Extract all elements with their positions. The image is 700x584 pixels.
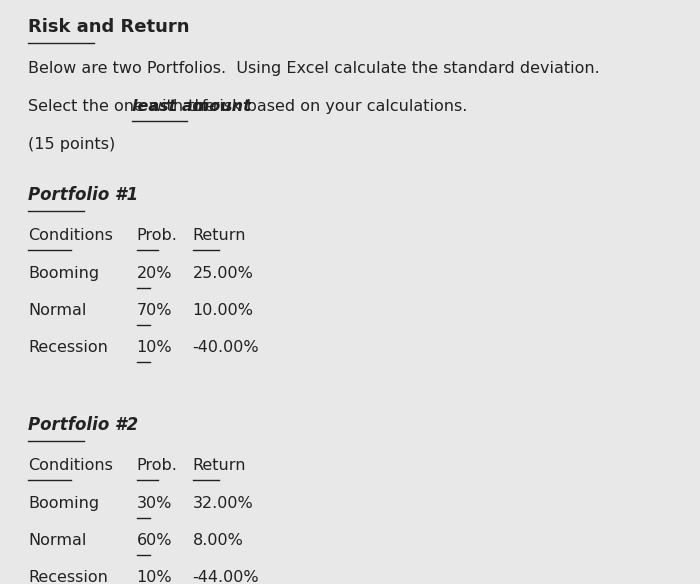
Text: Select the one with the: Select the one with the bbox=[28, 99, 220, 114]
Text: Return: Return bbox=[193, 228, 246, 243]
Text: Conditions: Conditions bbox=[28, 458, 113, 473]
Text: Normal: Normal bbox=[28, 533, 86, 548]
Text: (15 points): (15 points) bbox=[28, 137, 116, 152]
Text: Return: Return bbox=[193, 458, 246, 473]
Text: 10%: 10% bbox=[136, 569, 172, 584]
Text: Risk and Return: Risk and Return bbox=[28, 18, 190, 36]
Text: 8.00%: 8.00% bbox=[193, 533, 244, 548]
Text: Prob.: Prob. bbox=[136, 228, 177, 243]
Text: Portfolio #1: Portfolio #1 bbox=[28, 186, 139, 204]
Text: -40.00%: -40.00% bbox=[193, 339, 259, 354]
Text: Conditions: Conditions bbox=[28, 228, 113, 243]
Text: 32.00%: 32.00% bbox=[193, 496, 253, 510]
Text: Below are two Portfolios.  Using Excel calculate the standard deviation.: Below are two Portfolios. Using Excel ca… bbox=[28, 61, 600, 76]
Text: Normal: Normal bbox=[28, 303, 86, 318]
Text: 30%: 30% bbox=[136, 496, 172, 510]
Text: of risk based on your calculations.: of risk based on your calculations. bbox=[187, 99, 467, 114]
Text: Prob.: Prob. bbox=[136, 458, 177, 473]
Text: Portfolio #2: Portfolio #2 bbox=[28, 416, 139, 434]
Text: Recession: Recession bbox=[28, 339, 108, 354]
Text: least amount: least amount bbox=[132, 99, 251, 114]
Text: 25.00%: 25.00% bbox=[193, 266, 253, 281]
Text: Recession: Recession bbox=[28, 569, 108, 584]
Text: 10.00%: 10.00% bbox=[193, 303, 253, 318]
Text: -44.00%: -44.00% bbox=[193, 569, 259, 584]
Text: Booming: Booming bbox=[28, 266, 99, 281]
Text: Booming: Booming bbox=[28, 496, 99, 510]
Text: 10%: 10% bbox=[136, 339, 172, 354]
Text: 70%: 70% bbox=[136, 303, 172, 318]
Text: 60%: 60% bbox=[136, 533, 172, 548]
Text: 20%: 20% bbox=[136, 266, 172, 281]
